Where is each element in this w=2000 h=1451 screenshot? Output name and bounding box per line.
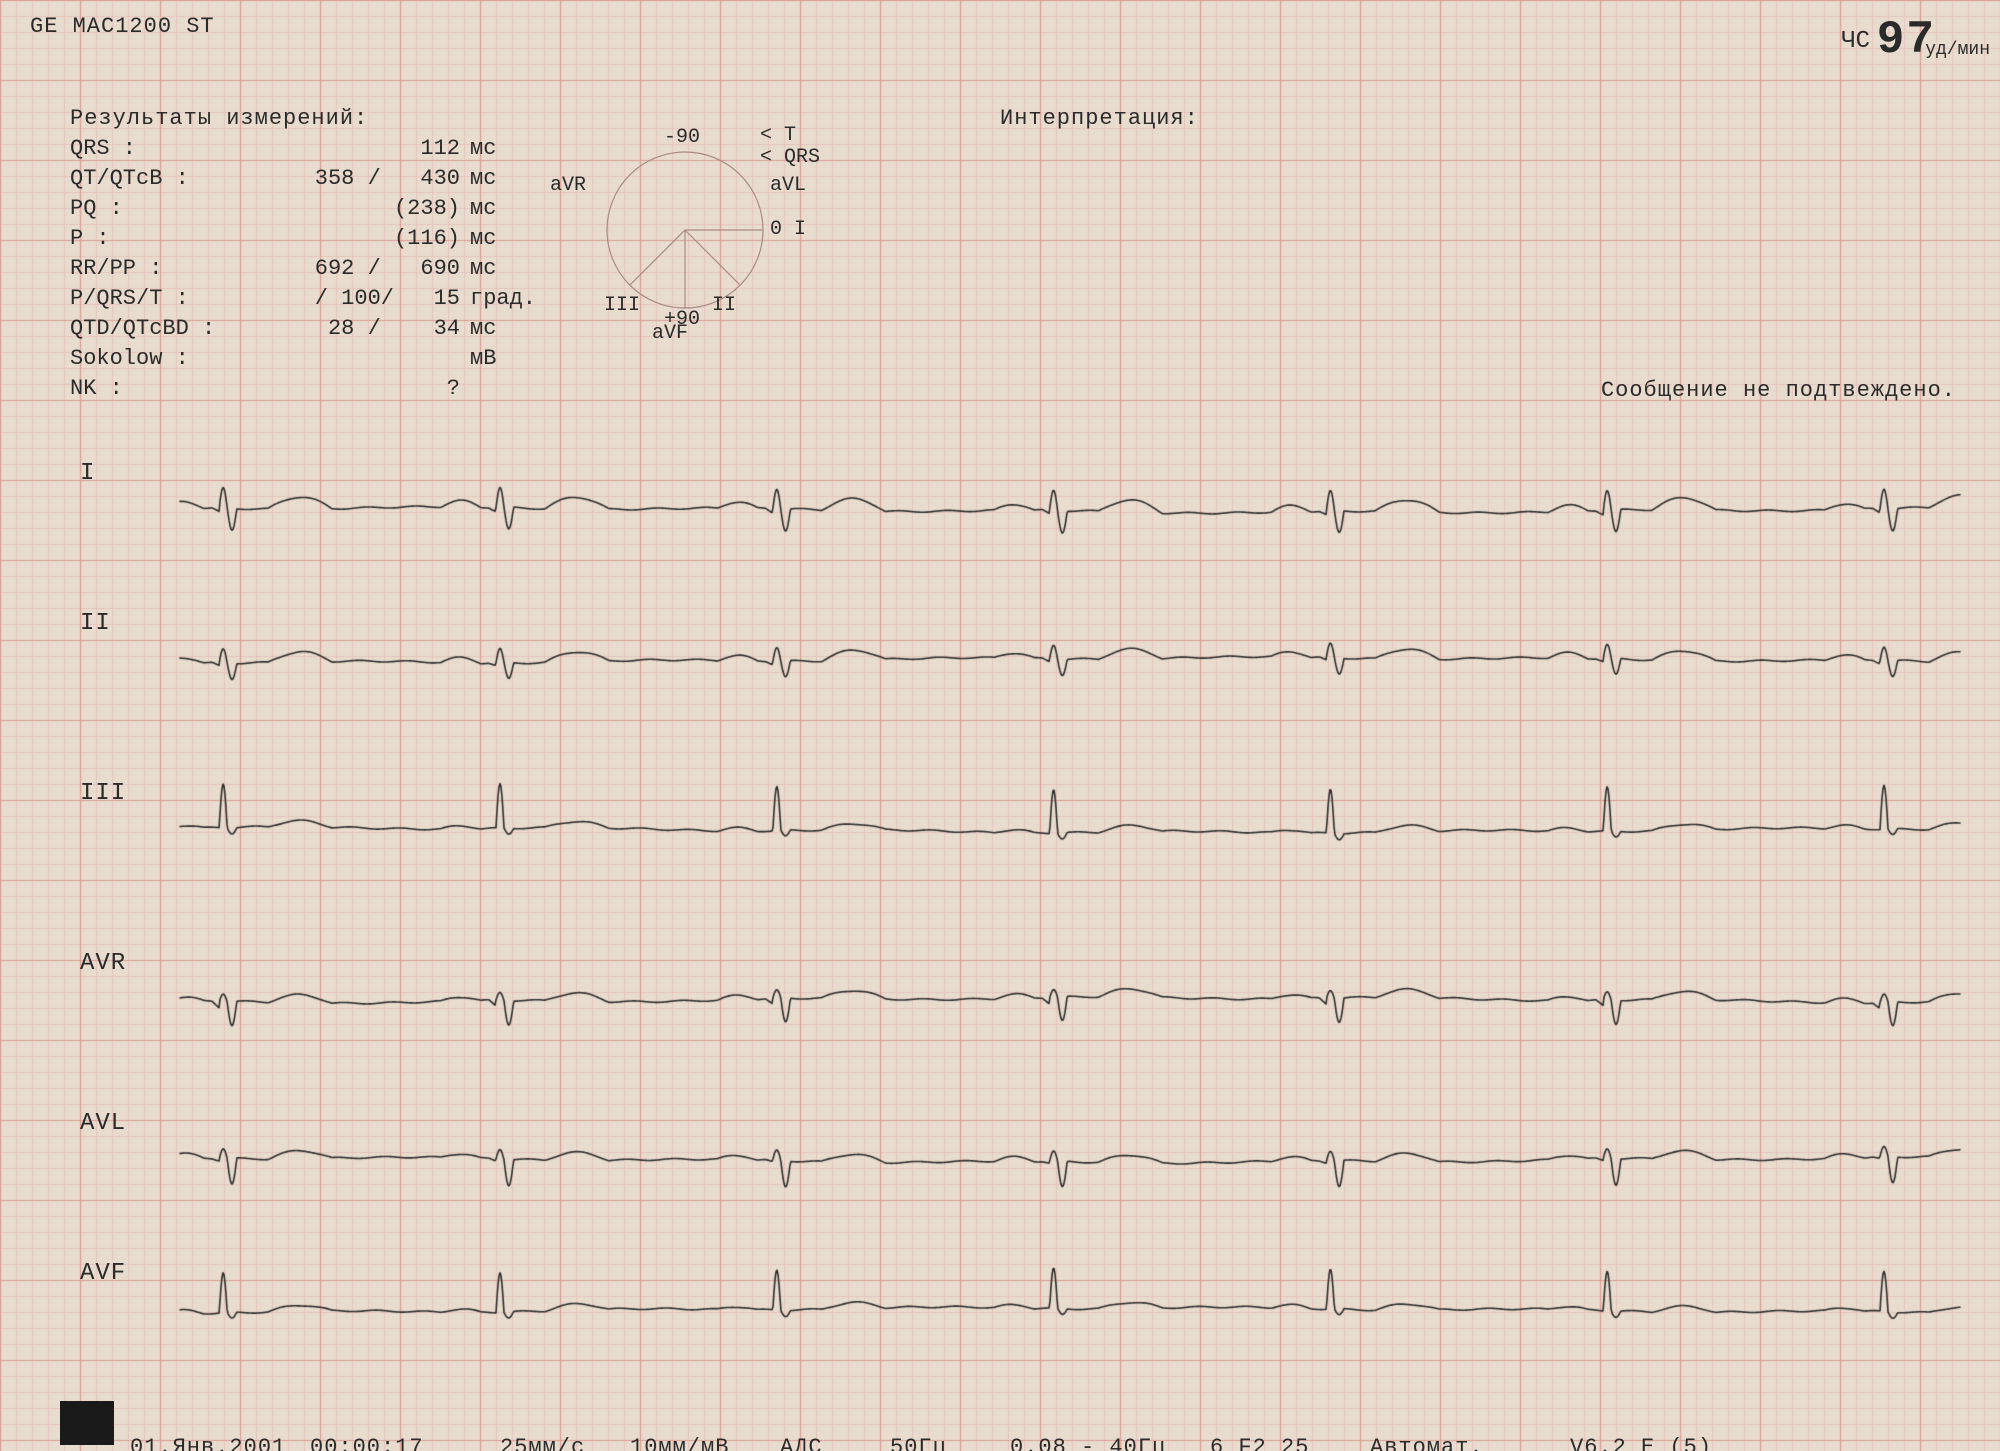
measurement-row: NK :? — [70, 374, 550, 404]
measurement-unit: мВ — [470, 344, 550, 374]
measurement-label: PQ : — [70, 194, 240, 224]
footer-filter2: 50Гц — [890, 1435, 947, 1451]
measurement-value — [240, 344, 470, 374]
measurement-label: NK : — [70, 374, 240, 404]
measurement-value: ? — [240, 374, 470, 404]
footer-date: 01.Янв.2001 — [130, 1435, 286, 1451]
footer-bw: 0.08 - 40Гц — [1010, 1435, 1166, 1451]
measurements-title: Результаты измерений: — [70, 106, 368, 131]
measurement-label: QT/QTcB : — [70, 164, 240, 194]
measurement-row: QT/QTcB :358 / 430мс — [70, 164, 550, 194]
measurement-value: 112 — [240, 134, 470, 164]
footer-marker-icon — [60, 1401, 114, 1445]
hr-label: ЧС — [1841, 28, 1870, 55]
measurement-value: 28 / 34 — [240, 314, 470, 344]
footer-gain: 10мм/мВ — [630, 1435, 729, 1451]
axis-neg90: -90 — [664, 126, 700, 149]
axis-avf: aVF — [652, 322, 688, 345]
footer-config: 6_F2_25 — [1210, 1435, 1309, 1451]
lead-label-i: I — [80, 460, 95, 487]
measurement-row: P/QRS/T :/ 100/ 15град. — [70, 284, 550, 314]
interpretation-label: Интерпретация: — [1000, 106, 1199, 131]
not-confirmed-text: Сообщение не подтвеждено. — [1601, 378, 1956, 403]
measurement-row: QTD/QTcBD :28 / 34мс — [70, 314, 550, 344]
axis-ii: II — [712, 294, 736, 317]
measurement-row: QRS :112мс — [70, 134, 550, 164]
measurement-unit — [470, 374, 550, 404]
axis-avl: aVL — [770, 174, 806, 197]
measurement-unit: град. — [470, 284, 550, 314]
measurement-row: P :(116)мс — [70, 224, 550, 254]
axis-i: 0 I — [770, 218, 806, 241]
hr-unit: уд/мин — [1925, 40, 1990, 60]
measurement-value: (116) — [240, 224, 470, 254]
axis-avr: aVR — [550, 174, 586, 197]
axis-t-marker: < T — [760, 124, 796, 147]
measurement-unit: мс — [470, 194, 550, 224]
measurements-table: QRS :112мсQT/QTcB :358 / 430мсPQ :(238)м… — [70, 134, 550, 404]
measurement-label: QTD/QTcBD : — [70, 314, 240, 344]
measurement-unit: мс — [470, 134, 550, 164]
measurement-label: RR/PP : — [70, 254, 240, 284]
measurement-unit: мс — [470, 164, 550, 194]
footer-mode: Автомат. — [1370, 1435, 1484, 1451]
footer-version: V6.2 E (5) — [1570, 1435, 1712, 1451]
lead-label-avr: AVR — [80, 950, 126, 977]
lead-label-iii: III — [80, 780, 126, 807]
measurement-unit: мс — [470, 254, 550, 284]
measurement-value: (238) — [240, 194, 470, 224]
footer-time: 00:00:17 — [310, 1435, 424, 1451]
footer-speed: 25мм/с — [500, 1435, 585, 1451]
measurement-row: PQ :(238)мс — [70, 194, 550, 224]
axis-diagram: -90 +90 < T < QRS aVR aVL 0 I II III aVF — [590, 130, 850, 330]
measurement-label: P/QRS/T : — [70, 284, 240, 314]
measurement-row: RR/PP :692 / 690мс — [70, 254, 550, 284]
measurement-unit: мс — [470, 224, 550, 254]
axis-iii: III — [604, 294, 640, 317]
measurement-row: Sokolow : мВ — [70, 344, 550, 374]
measurement-unit: мс — [470, 314, 550, 344]
lead-label-ii: II — [80, 610, 111, 637]
measurement-value: / 100/ 15 — [240, 284, 470, 314]
measurement-label: Sokolow : — [70, 344, 240, 374]
measurement-label: P : — [70, 224, 240, 254]
axis-qrs-marker: < QRS — [760, 146, 820, 169]
measurement-value: 692 / 690 — [240, 254, 470, 284]
lead-label-avl: AVL — [80, 1110, 126, 1137]
measurement-value: 358 / 430 — [240, 164, 470, 194]
device-name: GE MAC1200 ST — [30, 14, 215, 39]
measurement-label: QRS : — [70, 134, 240, 164]
lead-label-avf: AVF — [80, 1260, 126, 1287]
footer-filter1: АДС — [780, 1435, 823, 1451]
